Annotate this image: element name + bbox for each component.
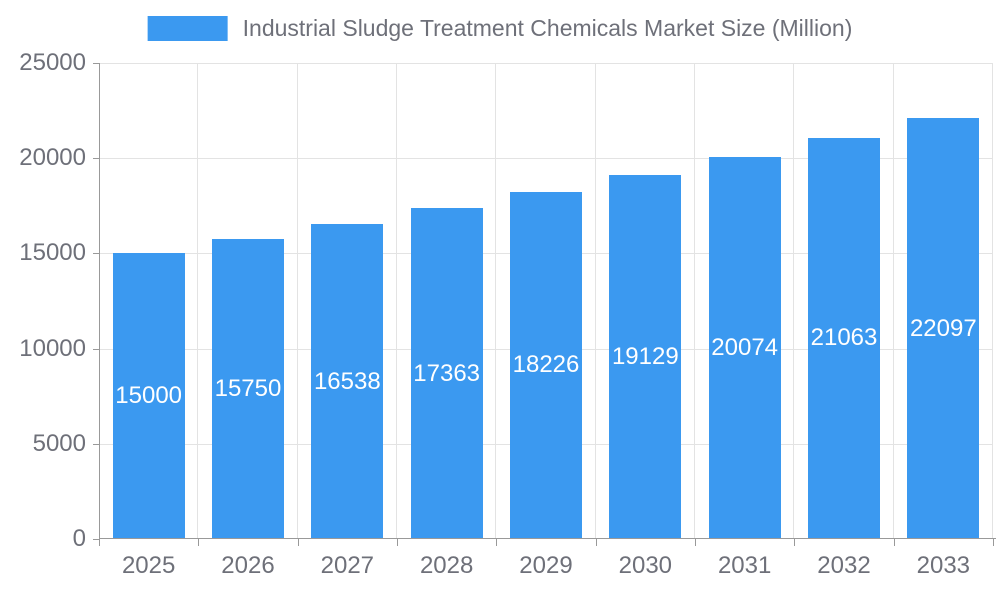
y-axis-label: 15000	[19, 239, 86, 267]
bar-value-label: 21063	[810, 324, 878, 352]
y-axis-tick	[93, 443, 99, 445]
x-axis-label: 2033	[916, 552, 971, 579]
x-gridline	[495, 63, 497, 539]
x-axis-line	[99, 538, 996, 539]
bar-value-label: 18226	[512, 351, 580, 379]
bar[interactable]: 19129	[609, 174, 682, 539]
y-gridline	[99, 63, 993, 64]
x-gridline	[594, 63, 596, 539]
bar[interactable]: 15000	[112, 253, 185, 539]
bar[interactable]: 22097	[907, 118, 980, 539]
x-axis-tick	[496, 539, 498, 546]
y-axis-label: 5000	[32, 429, 86, 457]
y-axis-label: 25000	[19, 49, 86, 76]
y-axis-line	[99, 63, 100, 545]
x-axis-label: 2030	[618, 552, 673, 579]
x-axis-label: 2031	[717, 552, 772, 579]
x-gridline	[992, 63, 993, 539]
bar[interactable]: 21063	[808, 137, 880, 539]
bar[interactable]: 16538	[311, 224, 384, 539]
x-axis-label: 2032	[817, 552, 871, 579]
y-axis-label: 10000	[19, 334, 86, 362]
plot-area: 0 5000 10000 15000 20000 25000 15000 2025 15750 2…	[19, 49, 996, 579]
bar-value-label: 16538	[313, 367, 381, 395]
x-axis-label: 2028	[419, 552, 474, 579]
x-axis-tick	[595, 539, 597, 546]
x-axis-tick	[297, 539, 299, 546]
x-axis-tick	[694, 539, 696, 546]
x-gridline	[793, 63, 795, 539]
bar[interactable]: 15750	[211, 239, 284, 539]
x-axis-label: 2027	[320, 552, 375, 579]
x-gridline	[197, 63, 199, 539]
x-axis-tick	[198, 539, 200, 546]
y-axis-tick	[93, 253, 99, 255]
x-axis-tick	[893, 539, 895, 546]
y-axis-tick	[93, 348, 99, 350]
bar-value-label: 19129	[611, 342, 679, 370]
legend-label: Industrial Sludge Treatment Chemicals Ma…	[242, 15, 853, 41]
legend-swatch-icon	[147, 16, 228, 41]
x-axis-label: 2025	[121, 552, 176, 579]
x-axis-tick	[993, 539, 994, 546]
legend-item[interactable]: Industrial Sludge Treatment Chemicals Ma…	[147, 15, 853, 42]
y-axis-label: 20000	[19, 144, 86, 172]
bar-value-label: 22097	[909, 314, 977, 342]
x-gridline	[693, 63, 695, 539]
x-axis-label: 2029	[519, 552, 573, 579]
x-axis-tick	[396, 539, 398, 546]
y-axis-tick	[93, 539, 99, 540]
bar-value-label: 15000	[115, 382, 183, 410]
x-gridline	[892, 63, 894, 539]
y-gridline	[99, 158, 993, 160]
y-axis-tick	[93, 63, 99, 64]
x-gridline	[296, 63, 298, 539]
x-gridline	[395, 63, 397, 539]
y-axis-tick	[93, 158, 99, 160]
bar[interactable]: 17363	[410, 208, 483, 539]
y-axis-label: 0	[72, 525, 86, 552]
bar-value-label: 15750	[214, 375, 282, 403]
bar[interactable]: 20074	[708, 156, 781, 539]
x-axis-label: 2026	[221, 552, 275, 579]
bar-value-label: 20074	[711, 333, 779, 361]
bar[interactable]: 18226	[510, 191, 582, 539]
bar-value-label: 17363	[413, 359, 481, 387]
x-axis-tick	[794, 539, 796, 546]
